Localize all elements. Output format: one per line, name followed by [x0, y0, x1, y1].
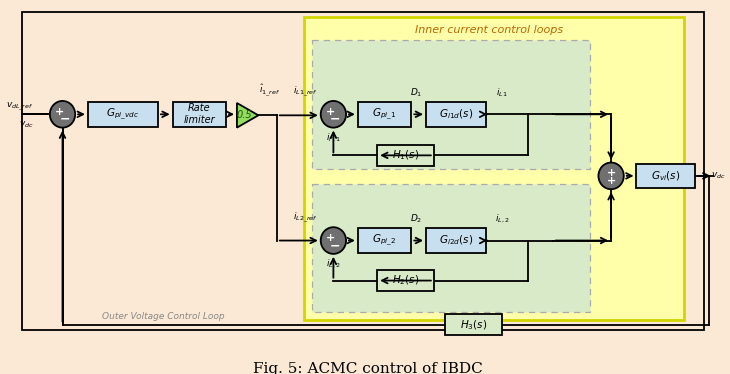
Text: $i_{L1\_ref}$: $i_{L1\_ref}$: [293, 85, 318, 99]
Text: $v_{dc}$: $v_{dc}$: [18, 119, 34, 130]
Bar: [304, 17, 684, 319]
Bar: [377, 145, 434, 166]
Text: $H_3(s)$: $H_3(s)$: [460, 318, 488, 331]
Circle shape: [320, 101, 346, 128]
Bar: [312, 184, 590, 312]
Text: $\hat{\imath}_{1\_ref}$: $\hat{\imath}_{1\_ref}$: [259, 83, 281, 99]
Text: $D_2$: $D_2$: [410, 213, 423, 225]
Text: +: +: [55, 107, 64, 117]
Bar: [358, 102, 411, 127]
Text: $v_{dc}$: $v_{dc}$: [712, 171, 726, 181]
Text: $G_{vi}(s)$: $G_{vi}(s)$: [651, 169, 680, 183]
Bar: [426, 102, 486, 127]
Text: $i_{L1}$: $i_{L1}$: [496, 86, 508, 99]
Text: +: +: [607, 168, 615, 178]
Text: $G_{pi\_2}$: $G_{pi\_2}$: [372, 233, 396, 248]
Bar: [426, 228, 486, 253]
Text: −: −: [330, 113, 341, 126]
Text: $i_{L,2}$: $i_{L,2}$: [326, 258, 341, 270]
Text: $H_1(s)$: $H_1(s)$: [392, 148, 419, 162]
Text: $G_{pi\_vdc}$: $G_{pi\_vdc}$: [107, 107, 139, 122]
Bar: [445, 315, 502, 335]
Bar: [172, 102, 226, 127]
Polygon shape: [237, 103, 258, 128]
Text: 0.5: 0.5: [237, 110, 253, 120]
Bar: [377, 270, 434, 291]
Circle shape: [50, 101, 75, 128]
Text: $G_{pi\_1}$: $G_{pi\_1}$: [372, 107, 396, 122]
Text: $i_{L2\_ref}$: $i_{L2\_ref}$: [293, 211, 318, 225]
Text: $i_{F,1}$: $i_{F,1}$: [326, 132, 341, 144]
Text: Rate
limiter: Rate limiter: [184, 104, 215, 125]
Text: Inner current control loops: Inner current control loops: [415, 25, 564, 35]
Bar: [637, 163, 695, 188]
Text: Outer Voltage Control Loop: Outer Voltage Control Loop: [101, 312, 224, 321]
Circle shape: [599, 163, 623, 189]
Bar: [88, 102, 158, 127]
Text: $v_{dL\_ref}$: $v_{dL\_ref}$: [6, 101, 34, 113]
Text: $G_{i1d}(s)$: $G_{i1d}(s)$: [439, 107, 473, 121]
Text: $i_{L,2}$: $i_{L,2}$: [495, 213, 510, 225]
Text: +: +: [326, 107, 335, 117]
Bar: [358, 228, 411, 253]
Text: Fig. 5: ACMC control of IBDC: Fig. 5: ACMC control of IBDC: [253, 362, 483, 374]
Text: +: +: [607, 176, 615, 186]
Text: −: −: [330, 239, 341, 252]
Text: +: +: [326, 233, 335, 243]
Text: $H_2(s)$: $H_2(s)$: [392, 274, 419, 287]
Circle shape: [320, 227, 346, 254]
Text: $D_1$: $D_1$: [410, 86, 423, 99]
Text: −: −: [59, 113, 69, 126]
Text: $G_{i2d}(s)$: $G_{i2d}(s)$: [439, 234, 473, 247]
Bar: [312, 40, 590, 169]
